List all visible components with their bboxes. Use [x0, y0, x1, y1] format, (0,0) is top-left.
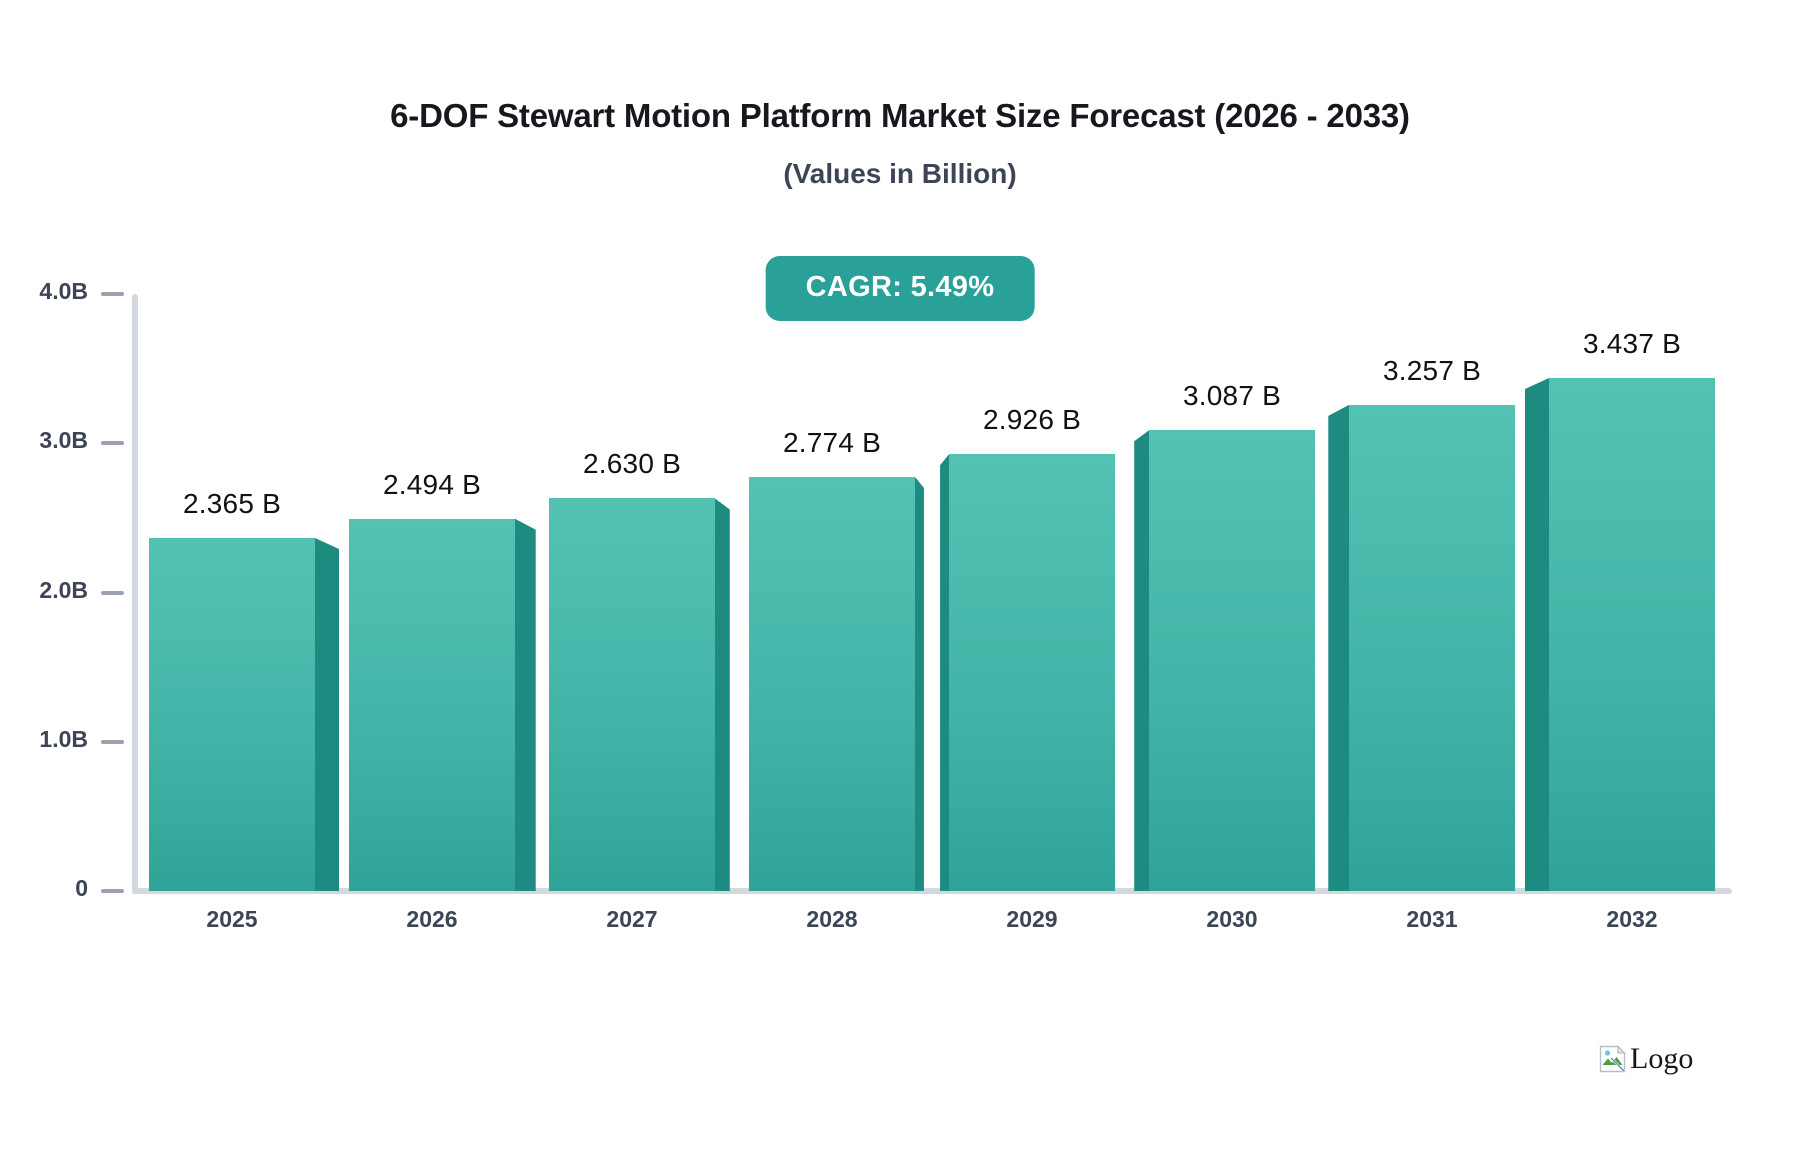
- x-axis-label-2032: 2032: [1606, 906, 1658, 932]
- bar-group[interactable]: 3.437 B: [1525, 294, 1715, 891]
- x-axis-label-2026: 2026: [406, 906, 458, 932]
- bar-group[interactable]: 3.087 B: [1134, 294, 1315, 891]
- y-axis-tick-mark: [101, 739, 124, 744]
- broken-image-icon: [1598, 1044, 1628, 1074]
- y-axis-tick-label: 3.0B: [39, 427, 88, 454]
- y-axis-tick-mark: [101, 441, 124, 446]
- bar-face: [1149, 430, 1315, 891]
- bar[interactable]: 2.926 B: [940, 404, 1115, 891]
- bar-group[interactable]: 2.494 B: [349, 294, 536, 891]
- x-axis-labels: 2025 2026 2027 2028 2029 2030 2031 2032: [132, 906, 1732, 946]
- x-axis-label-2031: 2031: [1406, 906, 1458, 932]
- bar[interactable]: 3.257 B: [1328, 355, 1515, 891]
- bar[interactable]: 2.630 B: [549, 448, 730, 891]
- y-axis-tick-label: 0: [75, 875, 88, 901]
- bar-side-face: [715, 498, 730, 891]
- title-block: 6-DOF Stewart Motion Platform Market Siz…: [0, 96, 1800, 190]
- bar-face: [549, 498, 715, 891]
- chart-subtitle: (Values in Billion): [783, 157, 1017, 189]
- bar[interactable]: 2.494 B: [349, 469, 536, 891]
- bar-face: [1349, 404, 1515, 891]
- bar-series: 2.365 B 2.494 B 2.630 B 2.774 B 2.926 B 3.087…: [132, 294, 1732, 891]
- bar-value-label: 2.630 B: [583, 448, 681, 480]
- chart-title: 6-DOF Stewart Motion Platform Market Siz…: [390, 97, 1410, 134]
- y-axis-tick-mark: [101, 590, 124, 595]
- bar-group[interactable]: 3.257 B: [1328, 294, 1515, 891]
- x-axis-label-2028: 2028: [806, 906, 858, 932]
- bar-group[interactable]: 2.926 B: [940, 294, 1115, 891]
- bar-value-label: 2.365 B: [183, 488, 281, 520]
- bar-value-label: 3.087 B: [1183, 380, 1281, 412]
- cagr-badge: CAGR: 5.49%: [765, 256, 1035, 321]
- bar-group[interactable]: 2.630 B: [549, 294, 730, 891]
- bar[interactable]: 2.365 B: [149, 488, 339, 891]
- bar-side-face: [915, 476, 924, 891]
- y-axis-tick-label: 4.0B: [39, 278, 88, 304]
- y-axis-tick-mark: [101, 292, 124, 296]
- bar-face: [749, 476, 915, 891]
- bar-side-face: [315, 538, 339, 891]
- bar-side-face: [1525, 378, 1549, 891]
- bar-side-face: [1134, 430, 1149, 891]
- bar[interactable]: 3.087 B: [1134, 380, 1315, 891]
- bar-face: [349, 518, 515, 891]
- bar-group[interactable]: 2.365 B: [149, 294, 339, 891]
- bar[interactable]: 2.774 B: [749, 427, 924, 891]
- bar-group[interactable]: 2.774 B: [749, 294, 924, 891]
- logo: Logo: [1598, 1044, 1693, 1074]
- bar-side-face: [515, 518, 536, 891]
- bar-face: [949, 454, 1115, 891]
- x-axis-label-2025: 2025: [206, 906, 258, 932]
- x-axis-label-2030: 2030: [1206, 906, 1258, 932]
- bar-value-label: 2.926 B: [983, 404, 1081, 436]
- x-axis-label-2029: 2029: [1006, 906, 1058, 932]
- bar-value-label: 3.257 B: [1383, 354, 1481, 386]
- y-axis-tick-label: 2.0B: [39, 576, 88, 603]
- y-axis-tick-mark: [101, 889, 124, 893]
- bar-value-label: 2.494 B: [383, 468, 481, 500]
- bar-face: [1549, 378, 1715, 891]
- x-axis-label-2027: 2027: [606, 906, 658, 932]
- bar-value-label: 2.774 B: [783, 426, 881, 458]
- bar[interactable]: 3.437 B: [1525, 328, 1715, 891]
- bar-face: [149, 538, 315, 891]
- x-axis-baseline: [132, 888, 1732, 894]
- bar-value-label: 3.437 B: [1583, 328, 1681, 360]
- bar-side-face: [1328, 404, 1349, 891]
- logo-alt-text: Logo: [1630, 1042, 1694, 1075]
- y-axis-tick-label: 1.0B: [39, 725, 88, 752]
- bar-side-face: [940, 454, 949, 891]
- y-axis-spine: [132, 294, 138, 894]
